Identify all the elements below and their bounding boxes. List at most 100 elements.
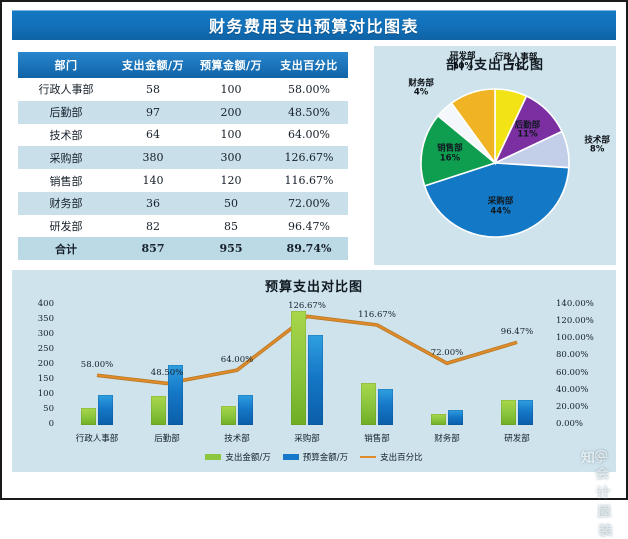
legend-swatch <box>282 454 299 460</box>
table-row: 技术部 64 100 64.00% <box>18 124 348 147</box>
x-axis-label: 财务部 <box>434 434 460 444</box>
x-axis-label: 销售部 <box>364 434 390 444</box>
expense-table: 部门 支出金额/万 预算金额/万 支出百分比 行政人事部 58 100 58.0… <box>18 52 348 261</box>
pie-slice-label: 采购部 44% <box>487 196 514 217</box>
cell-total-label: 合计 <box>18 237 114 261</box>
cell-department: 财务部 <box>18 191 114 215</box>
cell-percent: 72.00% <box>270 191 348 215</box>
bar-spent[interactable] <box>360 383 376 425</box>
legend-label: 支出金额/万 <box>225 453 271 463</box>
bar-budget[interactable] <box>308 335 324 425</box>
x-axis-label: 采购部 <box>294 434 320 444</box>
bar-spent[interactable] <box>500 400 516 425</box>
cell-spent: 58 <box>146 82 160 96</box>
cell-budget: 120 <box>220 174 242 188</box>
bar-chart-title: 预算支出对比图 <box>264 280 363 295</box>
pie-slice[interactable] <box>423 162 570 238</box>
right-axis-tick: 140.00% <box>556 299 594 309</box>
x-axis-label: 行政人事部 <box>75 434 119 444</box>
cell-percent: 48.50% <box>270 100 348 124</box>
cell-budget: 300 <box>192 146 270 170</box>
bar-chart-legend: 支出金额/万 预算金额/万 支出百分比 <box>12 447 616 468</box>
upper-section: 部门 支出金额/万 预算金额/万 支出百分比 行政人事部 58 100 58.0… <box>12 46 616 265</box>
legend-swatch <box>360 456 377 458</box>
bar-chart-panel: 预算支出对比图 0 50 100 150 200 250 300 350 400 0.00% 20… <box>12 270 616 539</box>
pie-slice-name: 行政人事部 <box>494 52 538 63</box>
percent-line-svg <box>96 314 518 386</box>
percent-data-label: 48.50% <box>150 368 184 379</box>
pie-slice-label: 销售部 16% <box>437 143 463 164</box>
bar-budget[interactable] <box>238 395 254 425</box>
table-header-row: 部门 支出金额/万 预算金额/万 支出百分比 <box>18 52 348 78</box>
left-axis-tick: 200 <box>37 359 54 369</box>
pie-slice-name: 销售部 <box>437 143 463 154</box>
percent-line[interactable] <box>96 315 518 385</box>
expense-table-panel: 部门 支出金额/万 预算金额/万 支出百分比 行政人事部 58 100 58.0… <box>12 46 370 265</box>
cell-percent: 126.67% <box>270 146 348 170</box>
bar-budget[interactable] <box>98 395 114 425</box>
cell-percent: 64.00% <box>288 128 330 142</box>
bar-spent[interactable] <box>430 414 446 425</box>
cell-budget: 85 <box>224 219 238 233</box>
table-total-row: 合计 857 955 89.74% <box>18 237 348 261</box>
x-axis-label: 技术部 <box>224 434 250 444</box>
cell-department: 研发部 <box>49 220 83 234</box>
pie-slice-label: 财务部 4% <box>408 78 434 98</box>
pie-slice-value: 7% <box>508 62 524 73</box>
cell-spent: 36 <box>114 191 192 215</box>
pie-slice-value: 16% <box>439 153 461 164</box>
bar-spent[interactable] <box>220 405 236 425</box>
cell-percent: 58.00% <box>288 82 330 96</box>
pie-slice-value: 10% <box>452 61 473 72</box>
cell-percent: 96.47% <box>288 219 330 233</box>
pie-chart-svg <box>420 88 570 238</box>
table-body: 行政人事部 58 100 58.00% 后勤部 97 200 48.50% 技术… <box>18 78 348 261</box>
pie-chart-panel: 部门支出占比图 行政人事部 7% 后勤部 11% 技术部 8% 采购部 44% 销售部 16% 财务… <box>374 46 616 265</box>
pie-slice-label: 研发部 10% <box>450 52 476 72</box>
right-axis-tick: 20.00% <box>556 401 589 412</box>
pie-slice-label: 后勤部 11% <box>515 120 541 140</box>
cell-budget: 50 <box>192 191 270 215</box>
cell-budget: 100 <box>220 82 242 96</box>
bar-spent[interactable] <box>150 395 166 425</box>
legend-item[interactable]: 支出金额/万 <box>205 451 271 463</box>
bar-budget[interactable] <box>518 399 534 425</box>
percent-data-label: 72.00% <box>430 348 464 359</box>
legend-label: 支出百分比 <box>380 453 423 463</box>
bar-budget[interactable] <box>378 389 394 425</box>
percent-data-label: 116.67% <box>358 309 396 320</box>
right-axis-tick: 60.00% <box>556 367 589 378</box>
bar-budget[interactable] <box>168 365 184 425</box>
cell-department: 采购部 <box>18 146 114 170</box>
x-axis-label: 研发部 <box>504 434 530 444</box>
percent-data-label: 64.00% <box>220 355 254 366</box>
x-axis-label: 后勤部 <box>154 434 180 444</box>
table-row: 行政人事部 58 100 58.00% <box>18 78 348 101</box>
bar-spent[interactable] <box>290 311 306 425</box>
cell-total-percent: 89.74% <box>270 237 348 261</box>
bar-spent[interactable] <box>80 407 96 425</box>
cell-department: 技术部 <box>49 128 83 142</box>
legend-item[interactable]: 支出百分比 <box>360 451 423 463</box>
page-title: 财务费用支出预算对比图表 <box>208 17 419 36</box>
bar-budget[interactable] <box>448 410 464 425</box>
legend-item[interactable]: 预算金额/万 <box>282 451 348 463</box>
pie-slice-name: 财务部 <box>408 78 434 89</box>
right-axis-tick: 100.00% <box>556 333 594 344</box>
pie-slice-label: 技术部 8% <box>584 136 610 155</box>
pie-slice[interactable] <box>450 88 496 166</box>
percent-data-label: 96.47% <box>500 327 534 338</box>
table-row: 采购部 380 300 126.67% <box>18 146 348 170</box>
left-axis-tick: 50 <box>43 404 54 414</box>
right-axis-tick: 120.00% <box>556 316 594 327</box>
pie-chart-area: 行政人事部 7% 后勤部 11% 技术部 8% 采购部 44% 销售部 16% 财务部 4% 研发部 10… <box>374 52 616 253</box>
left-axis-tick: 300 <box>37 329 54 339</box>
pie-slice-name: 采购部 <box>487 196 514 207</box>
table-row: 后勤部 97 200 48.50% <box>18 100 348 124</box>
cell-department: 行政人事部 <box>38 83 94 97</box>
pie-slice[interactable] <box>420 114 497 187</box>
table-row: 研发部 82 85 96.47% <box>18 215 348 238</box>
table-col-header-1: 支出金额/万 <box>114 52 192 78</box>
pie-slice-label: 行政人事部 7% <box>494 52 538 73</box>
